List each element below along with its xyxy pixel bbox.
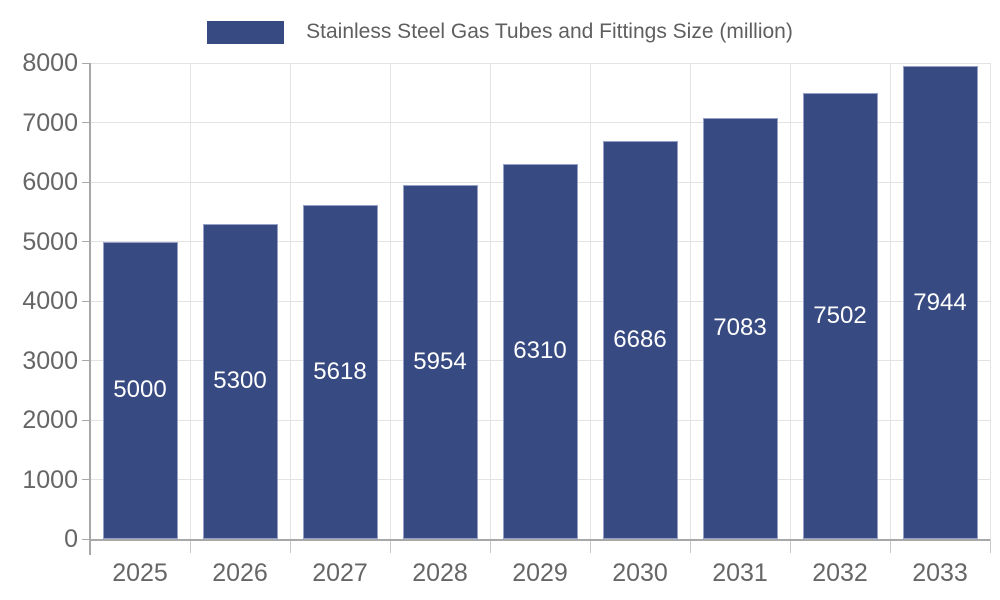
x-gridline bbox=[989, 63, 991, 539]
y-axis-tick-label: 7000 bbox=[22, 108, 78, 137]
x-gridline bbox=[389, 63, 391, 539]
x-axis-tick bbox=[789, 539, 791, 553]
x-gridline bbox=[489, 63, 491, 539]
x-gridline bbox=[889, 63, 891, 539]
x-gridline bbox=[689, 63, 691, 539]
x-axis-line bbox=[89, 539, 990, 541]
y-axis-tick bbox=[82, 62, 90, 64]
y-axis-tick bbox=[82, 538, 90, 540]
x-axis-tick-label: 2030 bbox=[612, 559, 668, 587]
y-axis-tick-label: 1000 bbox=[22, 465, 78, 494]
x-axis-tick bbox=[889, 539, 891, 553]
y-axis-tick bbox=[82, 122, 90, 123]
bar: 7502 bbox=[802, 92, 878, 539]
y-axis-tick bbox=[82, 241, 90, 242]
legend: Stainless Steel Gas Tubes and Fittings S… bbox=[0, 19, 1000, 45]
x-axis-tick bbox=[489, 539, 491, 553]
legend-label: Stainless Steel Gas Tubes and Fittings S… bbox=[306, 20, 793, 43]
bar-value-label: 7944 bbox=[913, 288, 967, 316]
x-gridline bbox=[589, 63, 591, 539]
x-gridline bbox=[289, 63, 291, 539]
bar-value-label: 5954 bbox=[413, 347, 467, 375]
y-axis-tick bbox=[82, 300, 90, 302]
bar-value-label: 5000 bbox=[113, 376, 167, 404]
x-gridline bbox=[189, 63, 191, 539]
x-axis-tick-label: 2029 bbox=[512, 559, 568, 587]
y-axis-tick-label: 4000 bbox=[22, 287, 78, 315]
x-axis-tick bbox=[289, 539, 291, 553]
y-axis-line bbox=[89, 63, 91, 555]
bar-value-label: 7502 bbox=[813, 301, 867, 329]
bar: 5954 bbox=[402, 184, 478, 539]
x-axis-tick-label: 2027 bbox=[312, 559, 368, 587]
bar: 7083 bbox=[702, 117, 778, 539]
y-axis-tick-label: 2000 bbox=[22, 406, 78, 434]
bar: 5618 bbox=[302, 204, 378, 539]
y-gridline bbox=[90, 62, 990, 64]
y-axis-tick-label: 3000 bbox=[22, 346, 78, 375]
y-axis-tick bbox=[82, 181, 90, 183]
x-axis-tick bbox=[189, 539, 191, 553]
y-axis-tick-label: 0 bbox=[64, 525, 78, 553]
bar-value-label: 7083 bbox=[713, 314, 767, 342]
y-axis-tick-label: 6000 bbox=[22, 168, 78, 196]
x-axis-tick-label: 2031 bbox=[712, 559, 768, 587]
bar-value-label: 5618 bbox=[313, 357, 367, 385]
x-axis-tick bbox=[989, 539, 991, 553]
y-axis-tick bbox=[82, 479, 90, 480]
y-gridline bbox=[90, 122, 990, 123]
x-axis-tick bbox=[589, 539, 591, 553]
bar: 6310 bbox=[502, 163, 578, 539]
legend-swatch bbox=[207, 20, 285, 44]
x-axis-tick bbox=[689, 539, 691, 553]
bar: 5000 bbox=[102, 241, 178, 539]
y-axis-tick bbox=[82, 419, 90, 421]
x-gridline bbox=[789, 63, 791, 539]
bar-value-label: 5300 bbox=[213, 367, 267, 395]
x-axis-tick-label: 2033 bbox=[912, 559, 968, 587]
x-axis-tick-label: 2032 bbox=[812, 559, 868, 587]
bar-value-label: 6310 bbox=[513, 337, 567, 365]
bar-value-label: 6686 bbox=[613, 326, 667, 354]
bar: 5300 bbox=[202, 223, 278, 539]
x-axis-tick bbox=[389, 539, 391, 553]
x-axis-tick-label: 2028 bbox=[412, 559, 468, 587]
bar: 7944 bbox=[902, 66, 978, 539]
x-axis-tick-label: 2025 bbox=[112, 559, 168, 587]
y-axis-tick bbox=[82, 360, 90, 361]
y-axis-tick-label: 8000 bbox=[22, 49, 78, 77]
y-axis-tick-label: 5000 bbox=[22, 227, 78, 256]
x-axis-tick-label: 2026 bbox=[212, 559, 268, 587]
bar: 6686 bbox=[602, 141, 678, 539]
